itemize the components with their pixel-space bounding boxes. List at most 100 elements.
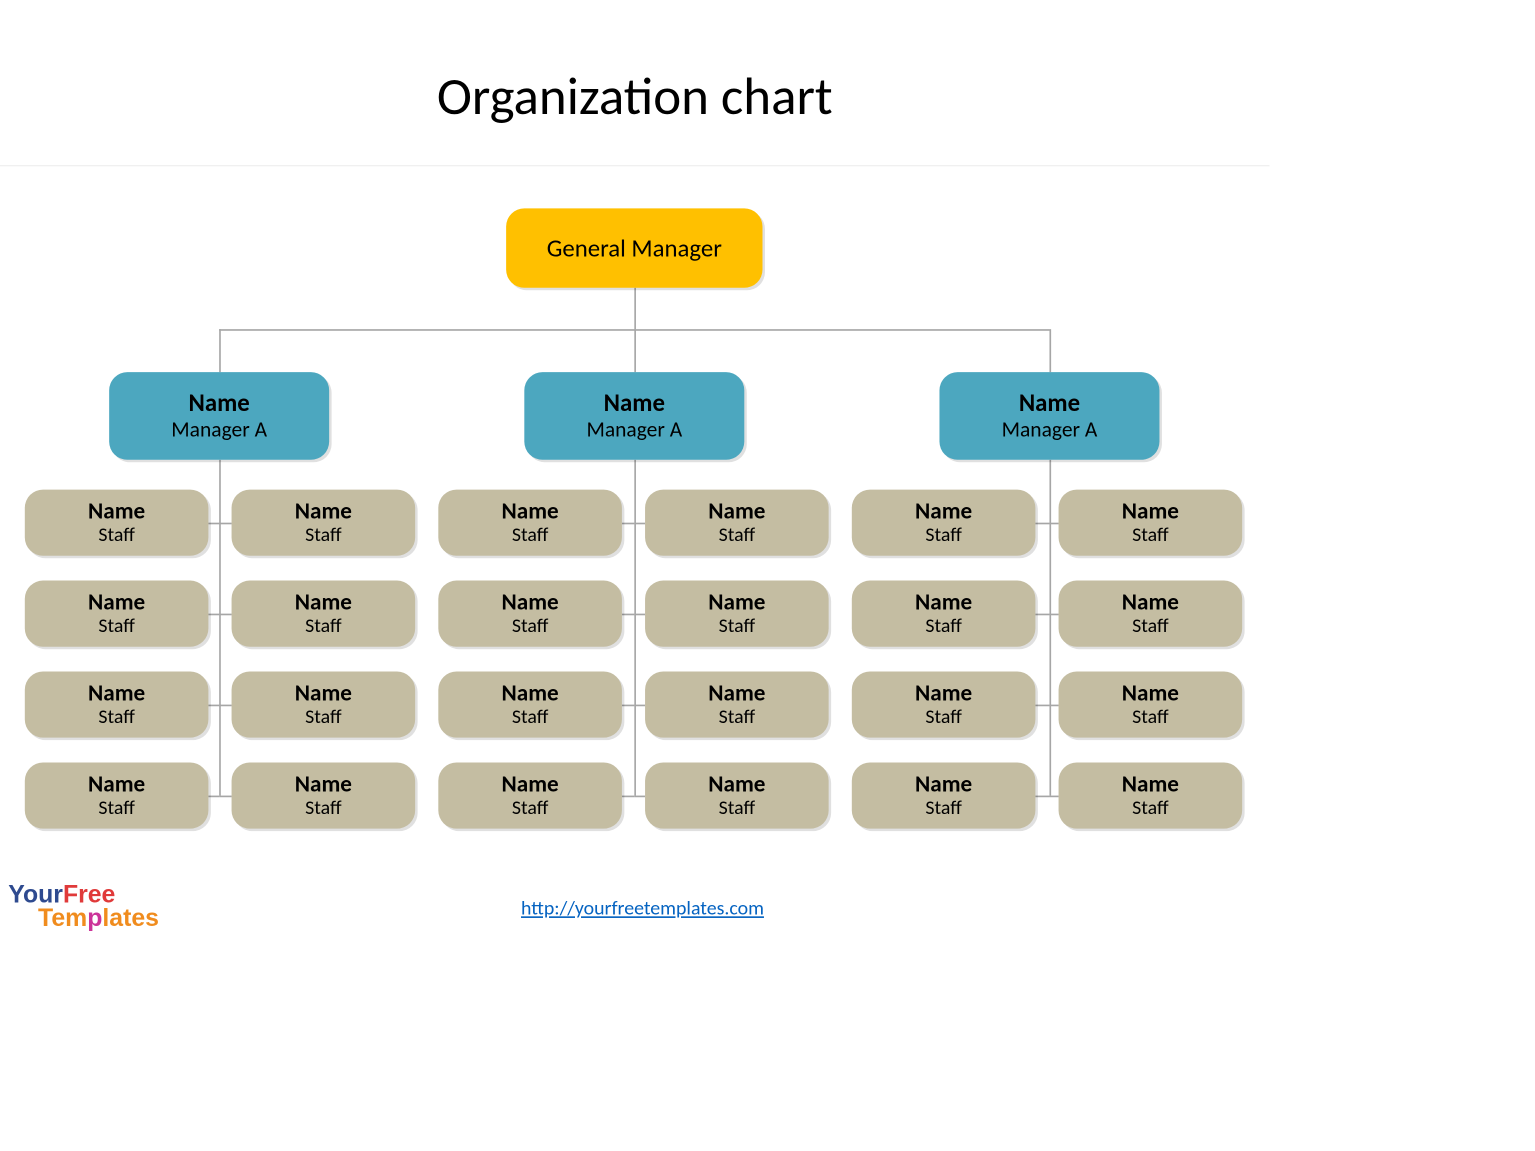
staff-node: NameStaff bbox=[438, 672, 622, 738]
connector-line bbox=[219, 460, 221, 796]
node-name: Name bbox=[502, 772, 559, 797]
node-name: Name bbox=[915, 590, 972, 615]
staff-node: NameStaff bbox=[25, 490, 209, 556]
staff-node: NameStaff bbox=[232, 672, 416, 738]
staff-node: NameStaff bbox=[852, 490, 1036, 556]
staff-node: NameStaff bbox=[25, 672, 209, 738]
node-role: Staff bbox=[925, 615, 962, 637]
node-role: Staff bbox=[512, 706, 549, 728]
node-role: Staff bbox=[512, 797, 549, 819]
node-name: Name bbox=[708, 590, 765, 615]
node-name: Name bbox=[88, 772, 145, 797]
node-role: Staff bbox=[925, 524, 962, 546]
node-role: Staff bbox=[305, 797, 342, 819]
connector-line bbox=[208, 796, 219, 798]
node-name: Name bbox=[1122, 499, 1179, 524]
title-divider bbox=[0, 165, 1269, 166]
connector-line bbox=[1035, 796, 1049, 798]
staff-node: NameStaff bbox=[232, 762, 416, 828]
connector-line bbox=[1035, 614, 1049, 616]
footer-link[interactable]: http://yourfreetemplates.com bbox=[521, 896, 764, 920]
connector-line bbox=[634, 614, 645, 616]
connector-line bbox=[1049, 705, 1058, 707]
manager-node: NameManager A bbox=[524, 372, 744, 460]
org-chart: General ManagerNameManager ANameManager … bbox=[0, 208, 1269, 853]
node-role: Staff bbox=[719, 615, 756, 637]
node-name: Name bbox=[88, 590, 145, 615]
staff-node: NameStaff bbox=[438, 762, 622, 828]
node-name: Name bbox=[295, 772, 352, 797]
node-name: Name bbox=[1122, 590, 1179, 615]
staff-node: NameStaff bbox=[645, 581, 829, 647]
node-role: Staff bbox=[1132, 706, 1169, 728]
node-role: Staff bbox=[719, 797, 756, 819]
node-role: Manager A bbox=[1002, 418, 1098, 443]
connector-line bbox=[622, 796, 634, 798]
node-name: Name bbox=[1019, 389, 1080, 418]
manager-node: NameManager A bbox=[939, 372, 1159, 460]
node-role: Staff bbox=[305, 615, 342, 637]
node-name: Name bbox=[295, 681, 352, 706]
connector-line bbox=[219, 614, 231, 616]
connector-line bbox=[1049, 460, 1051, 796]
connector-line bbox=[219, 329, 221, 372]
node-role: Staff bbox=[98, 524, 135, 546]
connector-line bbox=[219, 523, 231, 525]
connector-line bbox=[634, 329, 636, 372]
node-name: Name bbox=[604, 389, 665, 418]
node-role: Staff bbox=[719, 524, 756, 546]
staff-node: NameStaff bbox=[232, 490, 416, 556]
node-name: Name bbox=[502, 499, 559, 524]
connector-line bbox=[622, 705, 634, 707]
node-role: Staff bbox=[512, 615, 549, 637]
staff-node: NameStaff bbox=[438, 490, 622, 556]
staff-node: NameStaff bbox=[1059, 672, 1243, 738]
node-role: Manager A bbox=[171, 418, 267, 443]
node-name: Name bbox=[88, 499, 145, 524]
connector-line bbox=[634, 796, 645, 798]
node-name: Name bbox=[502, 590, 559, 615]
node-role: Manager A bbox=[586, 418, 682, 443]
manager-node: NameManager A bbox=[109, 372, 329, 460]
staff-node: NameStaff bbox=[1059, 581, 1243, 647]
node-role: Staff bbox=[1132, 615, 1169, 637]
node-role: Staff bbox=[305, 524, 342, 546]
staff-node: NameStaff bbox=[645, 490, 829, 556]
connector-line bbox=[1049, 329, 1051, 372]
staff-node: NameStaff bbox=[852, 581, 1036, 647]
connector-line bbox=[1049, 523, 1058, 525]
node-role: Staff bbox=[305, 706, 342, 728]
staff-node: NameStaff bbox=[25, 581, 209, 647]
node-name: Name bbox=[708, 681, 765, 706]
connector-line bbox=[634, 523, 645, 525]
node-role: Staff bbox=[1132, 524, 1169, 546]
node-name: Name bbox=[189, 389, 250, 418]
node-name: Name bbox=[502, 681, 559, 706]
node-name: Name bbox=[88, 681, 145, 706]
connector-line bbox=[622, 523, 634, 525]
node-role: Staff bbox=[925, 706, 962, 728]
staff-node: NameStaff bbox=[438, 581, 622, 647]
staff-node: NameStaff bbox=[1059, 762, 1243, 828]
node-name: Name bbox=[295, 590, 352, 615]
logo: YourFree Templates bbox=[8, 883, 159, 930]
connector-line bbox=[622, 614, 634, 616]
node-name: General Manager bbox=[547, 233, 722, 264]
staff-node: NameStaff bbox=[645, 762, 829, 828]
connector-line bbox=[208, 614, 219, 616]
connector-line bbox=[219, 705, 231, 707]
staff-node: NameStaff bbox=[25, 762, 209, 828]
logo-text: Templates bbox=[38, 907, 159, 931]
page-title: Organization chart bbox=[0, 65, 1269, 130]
node-role: Staff bbox=[1132, 797, 1169, 819]
staff-node: NameStaff bbox=[852, 762, 1036, 828]
node-name: Name bbox=[915, 772, 972, 797]
staff-node: NameStaff bbox=[232, 581, 416, 647]
node-name: Name bbox=[915, 499, 972, 524]
connector-line bbox=[208, 705, 219, 707]
node-name: Name bbox=[295, 499, 352, 524]
connector-line bbox=[634, 460, 636, 796]
node-role: Staff bbox=[98, 615, 135, 637]
node-name: Name bbox=[1122, 772, 1179, 797]
connector-line bbox=[1049, 796, 1058, 798]
